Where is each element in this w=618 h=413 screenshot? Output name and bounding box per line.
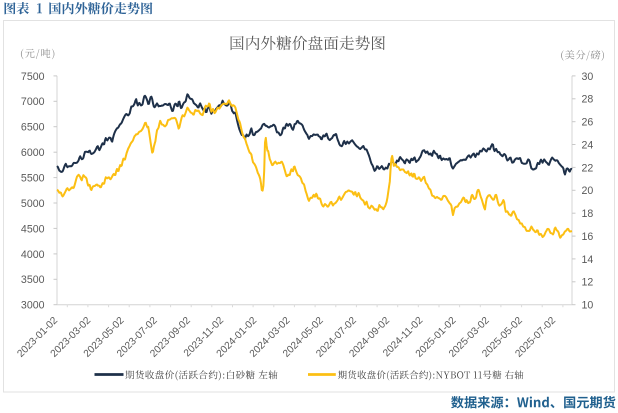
- svg-text:24: 24: [582, 139, 594, 151]
- svg-text:20: 20: [582, 185, 594, 197]
- svg-text:12: 12: [582, 277, 594, 289]
- svg-text:16: 16: [582, 231, 594, 243]
- svg-text:4000: 4000: [21, 249, 45, 261]
- svg-text:28: 28: [582, 94, 594, 106]
- svg-text:30: 30: [582, 71, 594, 83]
- svg-text:22: 22: [582, 162, 594, 174]
- svg-text:26: 26: [582, 117, 594, 129]
- svg-text:4500: 4500: [21, 223, 45, 235]
- svg-text:3000: 3000: [21, 300, 45, 312]
- svg-text:3500: 3500: [21, 274, 45, 286]
- svg-text:18: 18: [582, 208, 594, 220]
- svg-text:7000: 7000: [21, 96, 45, 108]
- svg-text:10: 10: [582, 300, 594, 312]
- svg-text:5000: 5000: [21, 198, 45, 210]
- svg-text:7500: 7500: [21, 71, 45, 83]
- svg-text:5500: 5500: [21, 173, 45, 185]
- svg-text:6500: 6500: [21, 122, 45, 134]
- svg-text:6000: 6000: [21, 147, 45, 159]
- svg-text:14: 14: [582, 254, 594, 266]
